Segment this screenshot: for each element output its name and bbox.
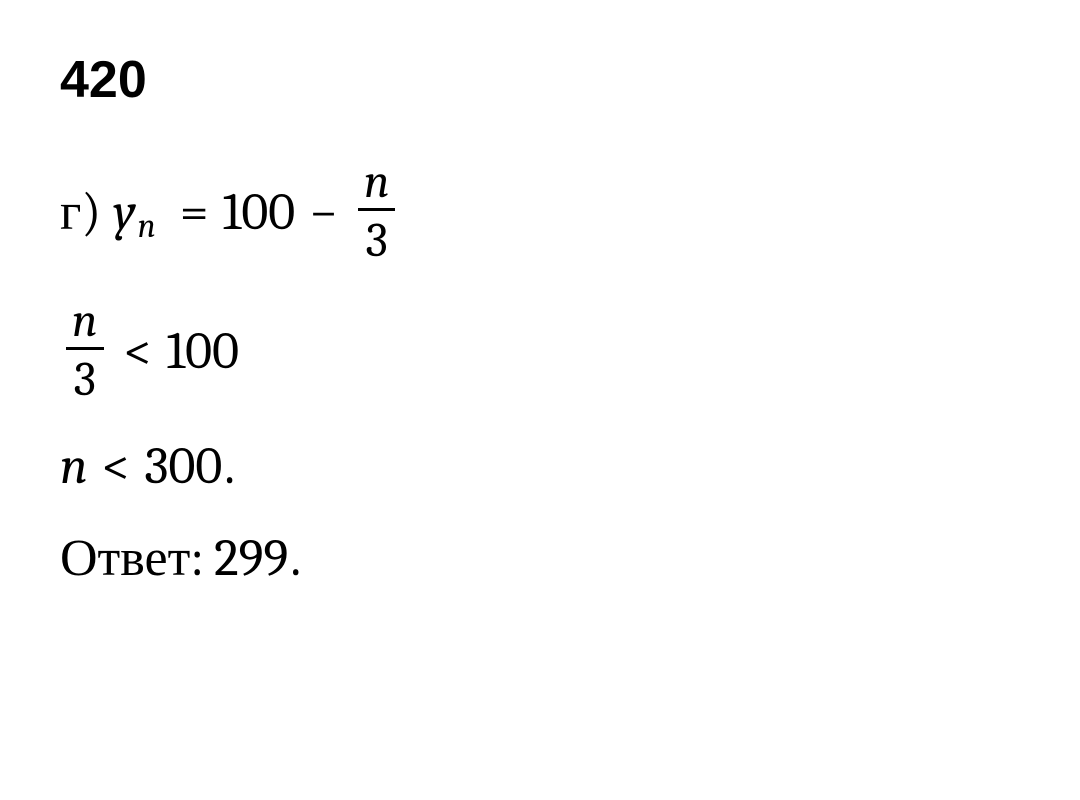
fraction-numerator: n <box>358 158 396 208</box>
part-label: г) <box>60 182 101 242</box>
lhs-subscript: n <box>138 206 156 246</box>
less-than-sign: < <box>124 321 153 381</box>
fraction-denominator: 3 <box>366 213 388 268</box>
step2-rhs: 300 <box>144 436 222 496</box>
answer-label: Ответ: <box>60 528 204 588</box>
fraction-bar: 3 <box>66 347 104 404</box>
minus-sign: − <box>309 182 338 242</box>
rhs-const: 100 <box>223 182 296 242</box>
step1-rhs: 100 <box>166 321 239 381</box>
answer-line: Ответ: 299 . <box>60 528 1020 588</box>
fraction-denominator: 3 <box>74 352 96 407</box>
fraction-bar: 3 <box>358 208 396 265</box>
lhs-var: y <box>113 182 135 242</box>
fraction-n-over-3: n 3 <box>66 297 104 404</box>
fraction-numerator: n <box>66 297 104 347</box>
step1-line: n 3 < 100 <box>60 297 1020 404</box>
var-n: n <box>60 436 88 496</box>
fraction-n-over-3: n 3 <box>358 158 396 265</box>
period: . <box>224 436 235 496</box>
step2-line: n < 300 . <box>60 436 1020 496</box>
problem-number: 420 <box>60 50 1020 110</box>
equals-sign: = <box>180 182 209 242</box>
answer-value: 299 <box>214 528 288 588</box>
less-than-sign: < <box>102 436 131 496</box>
period: . <box>290 528 301 588</box>
equation-line: г) y n = 100 − n 3 <box>60 158 1020 265</box>
